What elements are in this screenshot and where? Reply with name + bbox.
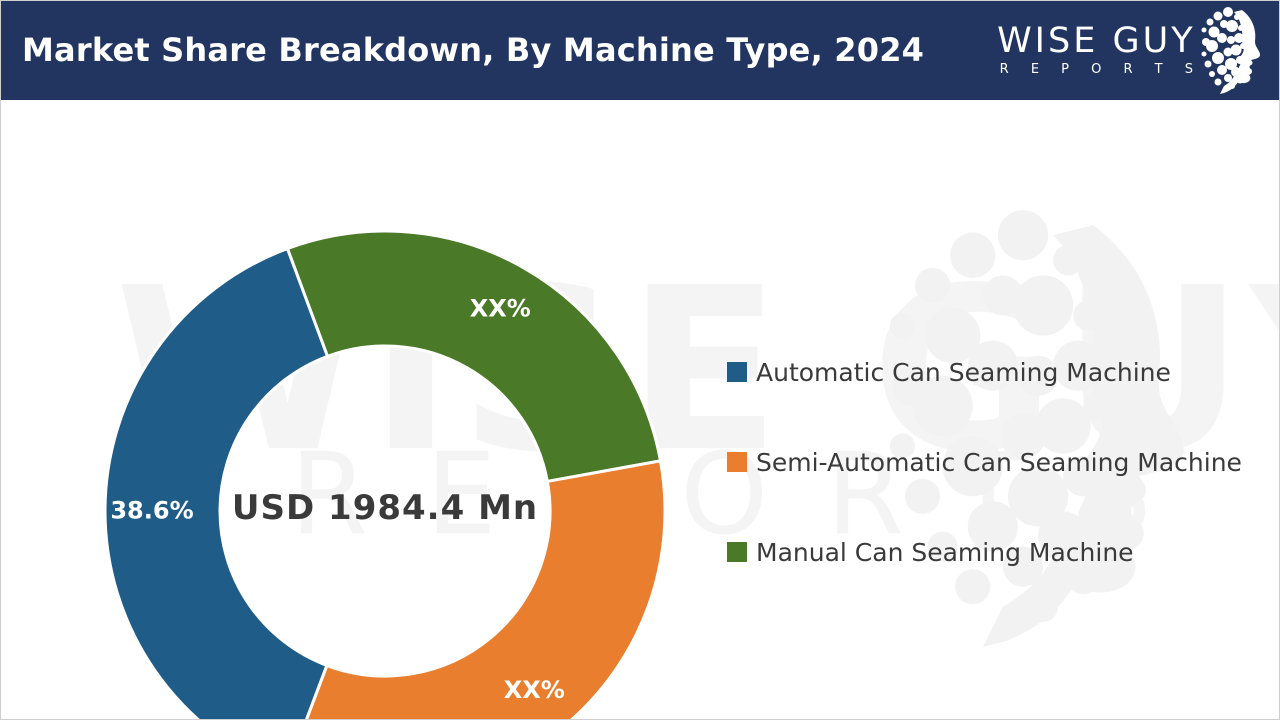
- donut-segment-label-0: XX%: [470, 294, 531, 322]
- chart-area: WISE GUY REPORTS XX%XX%38.6% USD 1984.4 …: [0, 100, 1280, 720]
- donut-segment-label-2: 38.6%: [110, 497, 193, 525]
- donut-chart: XX% XX% 38.6%: [103, 229, 667, 720]
- donut-segment-label-1: XX%: [504, 676, 565, 704]
- wiseguy-logo-text: WISE GUY R E P O R T S: [991, 21, 1202, 77]
- legend-swatch-automatic: [727, 362, 747, 382]
- wiseguy-face-icon: [1201, 7, 1260, 94]
- wiseguy-logo-name: WISE GUY: [997, 21, 1196, 61]
- donut-segment-0: [285, 229, 662, 483]
- legend-label-semi-automatic: Semi-Automatic Can Seaming Machine: [756, 447, 1242, 477]
- legend-label-manual: Manual Can Seaming Machine: [756, 537, 1134, 567]
- page-title: Market Share Breakdown, By Machine Type,…: [22, 31, 925, 69]
- header-bar: Market Share Breakdown, By Machine Type,…: [0, 0, 1280, 100]
- chart-legend: Automatic Can Seaming Machine Semi-Autom…: [727, 357, 1242, 629]
- legend-swatch-semi-automatic: [727, 452, 747, 472]
- legend-item-manual: Manual Can Seaming Machine: [727, 537, 1242, 567]
- wiseguy-logo-reports: R E P O R T S: [999, 62, 1202, 77]
- chart-center-value: USD 1984.4 Mn: [231, 488, 539, 528]
- wiseguy-logo: WISE GUY R E P O R T S: [991, 4, 1262, 96]
- legend-label-automatic: Automatic Can Seaming Machine: [756, 357, 1171, 387]
- donut-segment-2: [103, 247, 329, 720]
- legend-item-semi-automatic: Semi-Automatic Can Seaming Machine: [727, 447, 1242, 477]
- legend-item-automatic: Automatic Can Seaming Machine: [727, 357, 1242, 387]
- donut-segment-1: [304, 459, 667, 720]
- legend-swatch-manual: [727, 542, 747, 562]
